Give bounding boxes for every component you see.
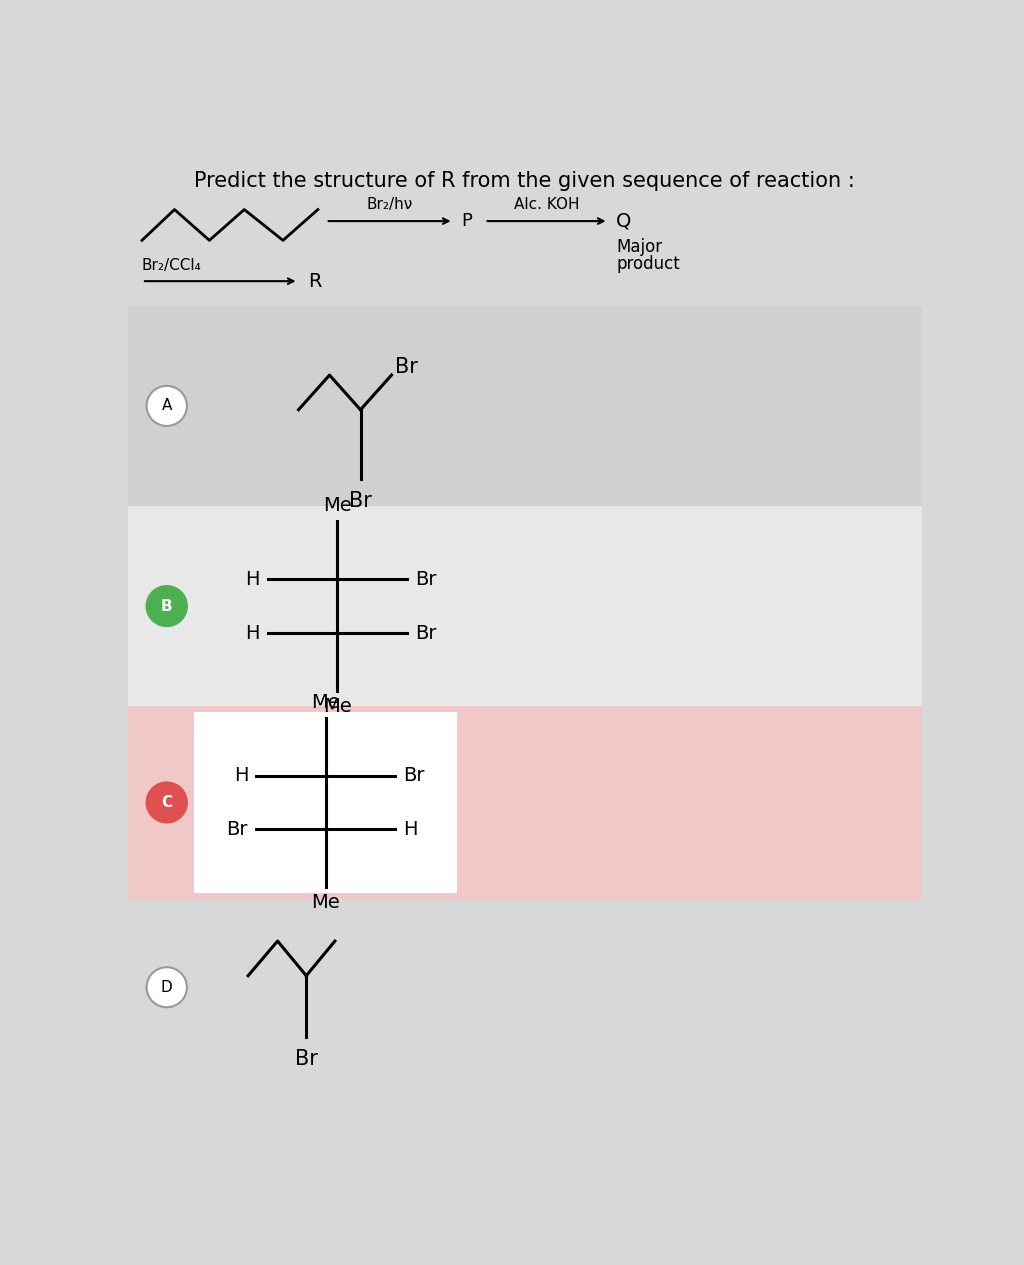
Text: Br: Br [226,820,248,839]
Text: Alc. KOH: Alc. KOH [514,197,580,211]
Text: Q: Q [616,211,632,230]
Text: R: R [308,272,322,291]
Text: H: H [403,820,418,839]
Text: Br₂/hν: Br₂/hν [367,197,413,211]
Text: H: H [246,569,260,588]
Circle shape [146,968,187,1007]
Text: Me: Me [323,496,351,515]
Text: B: B [161,598,173,614]
Text: Me: Me [311,693,340,712]
Text: H: H [246,624,260,643]
Bar [128,706,922,898]
Text: Br: Br [349,491,372,511]
Text: P: P [461,213,472,230]
Text: A: A [162,398,172,414]
Circle shape [146,586,187,626]
Text: Br: Br [295,1049,317,1069]
Text: Me: Me [311,893,340,912]
Bar [128,898,922,1075]
Text: D: D [161,980,173,994]
Text: C: C [161,794,172,810]
Text: Major: Major [616,238,663,256]
Text: Br: Br [403,767,425,786]
Circle shape [146,386,187,426]
Text: Br: Br [395,358,418,377]
Bar [128,506,922,706]
Text: Br₂/CCl₄: Br₂/CCl₄ [142,258,202,273]
Bar [194,712,458,893]
Text: Br: Br [415,569,436,588]
Text: H: H [233,767,248,786]
Text: Me: Me [323,697,351,716]
Text: Predict the structure of R from the given sequence of reaction :: Predict the structure of R from the give… [195,171,855,191]
Text: product: product [616,256,680,273]
Bar [128,306,922,506]
Text: Br: Br [415,624,436,643]
Circle shape [146,783,187,822]
